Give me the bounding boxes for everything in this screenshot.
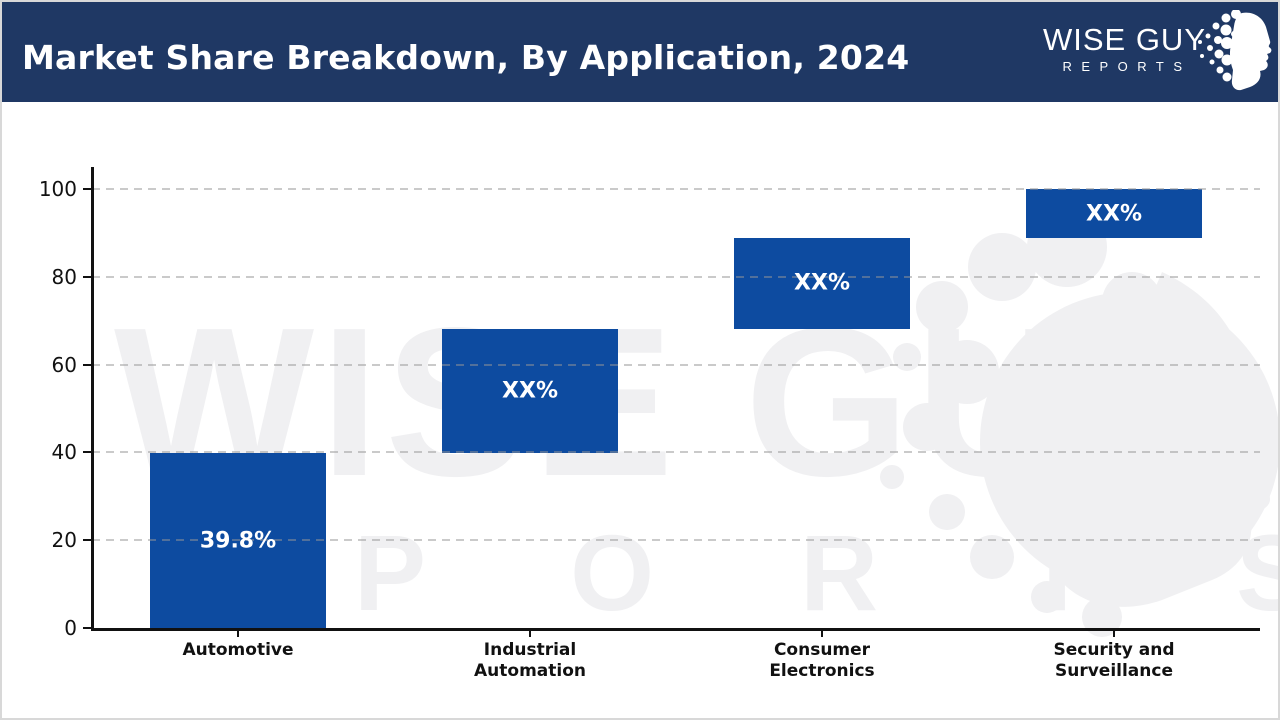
x-tick-mark (821, 630, 823, 637)
gridline-40 (92, 451, 1260, 454)
y-tick-label: 20 (51, 528, 77, 553)
y-tick-label: 80 (51, 264, 77, 289)
bar-value-label: XX% (794, 270, 850, 296)
page-title: Market Share Breakdown, By Application, … (22, 38, 910, 77)
gridline-60 (92, 363, 1260, 366)
y-tick-mark (83, 363, 91, 366)
y-tick-mark (83, 627, 91, 629)
y-tick-mark (83, 275, 91, 278)
chart-area: WISE GUY P O R T S 0 20 40 60 80 100 39.8% Auto… (2, 102, 1278, 718)
y-tick-label: 0 (64, 616, 77, 640)
logo-text: WISE GUY REPORTS (1043, 24, 1206, 74)
bar-industrial-automation (442, 328, 618, 454)
x-category-label: Industrial Automation (474, 640, 586, 681)
logo-subtext: REPORTS (1062, 59, 1192, 74)
logo-wordmark: WISE GUY (1042, 22, 1206, 57)
gridline-80 (92, 275, 1260, 278)
gridline-100 (92, 188, 1260, 190)
x-category-label: Automotive (182, 640, 294, 660)
x-axis-line (91, 628, 1260, 631)
x-tick-mark (237, 630, 239, 637)
y-tick-mark (83, 451, 91, 454)
y-tick-label: 40 (51, 440, 77, 465)
bar-value-label: XX% (1086, 201, 1142, 227)
y-tick-mark (83, 188, 91, 190)
y-axis-line (91, 167, 94, 630)
bar-value-label: 39.8% (199, 528, 277, 554)
watermark-head-icon (874, 212, 1278, 637)
x-tick-mark (1113, 630, 1115, 637)
y-tick-label: 60 (51, 352, 77, 377)
header-bar: Market Share Breakdown, By Application, … (2, 2, 1278, 102)
bar-consumer-electronics (734, 238, 910, 329)
x-category-label: Security and Surveillance (1053, 640, 1175, 681)
logo-head-icon (1198, 10, 1272, 91)
x-tick-mark (529, 630, 531, 637)
y-tick-mark (83, 539, 91, 542)
y-tick-label: 100 (38, 177, 77, 201)
wise-guy-logo: WISE GUY REPORTS (1043, 8, 1272, 92)
gridline-20 (92, 539, 1260, 542)
bar-value-label: XX% (502, 378, 558, 404)
x-category-label: Consumer Electronics (769, 640, 875, 681)
bar-security-and-surveillance (1026, 189, 1202, 239)
